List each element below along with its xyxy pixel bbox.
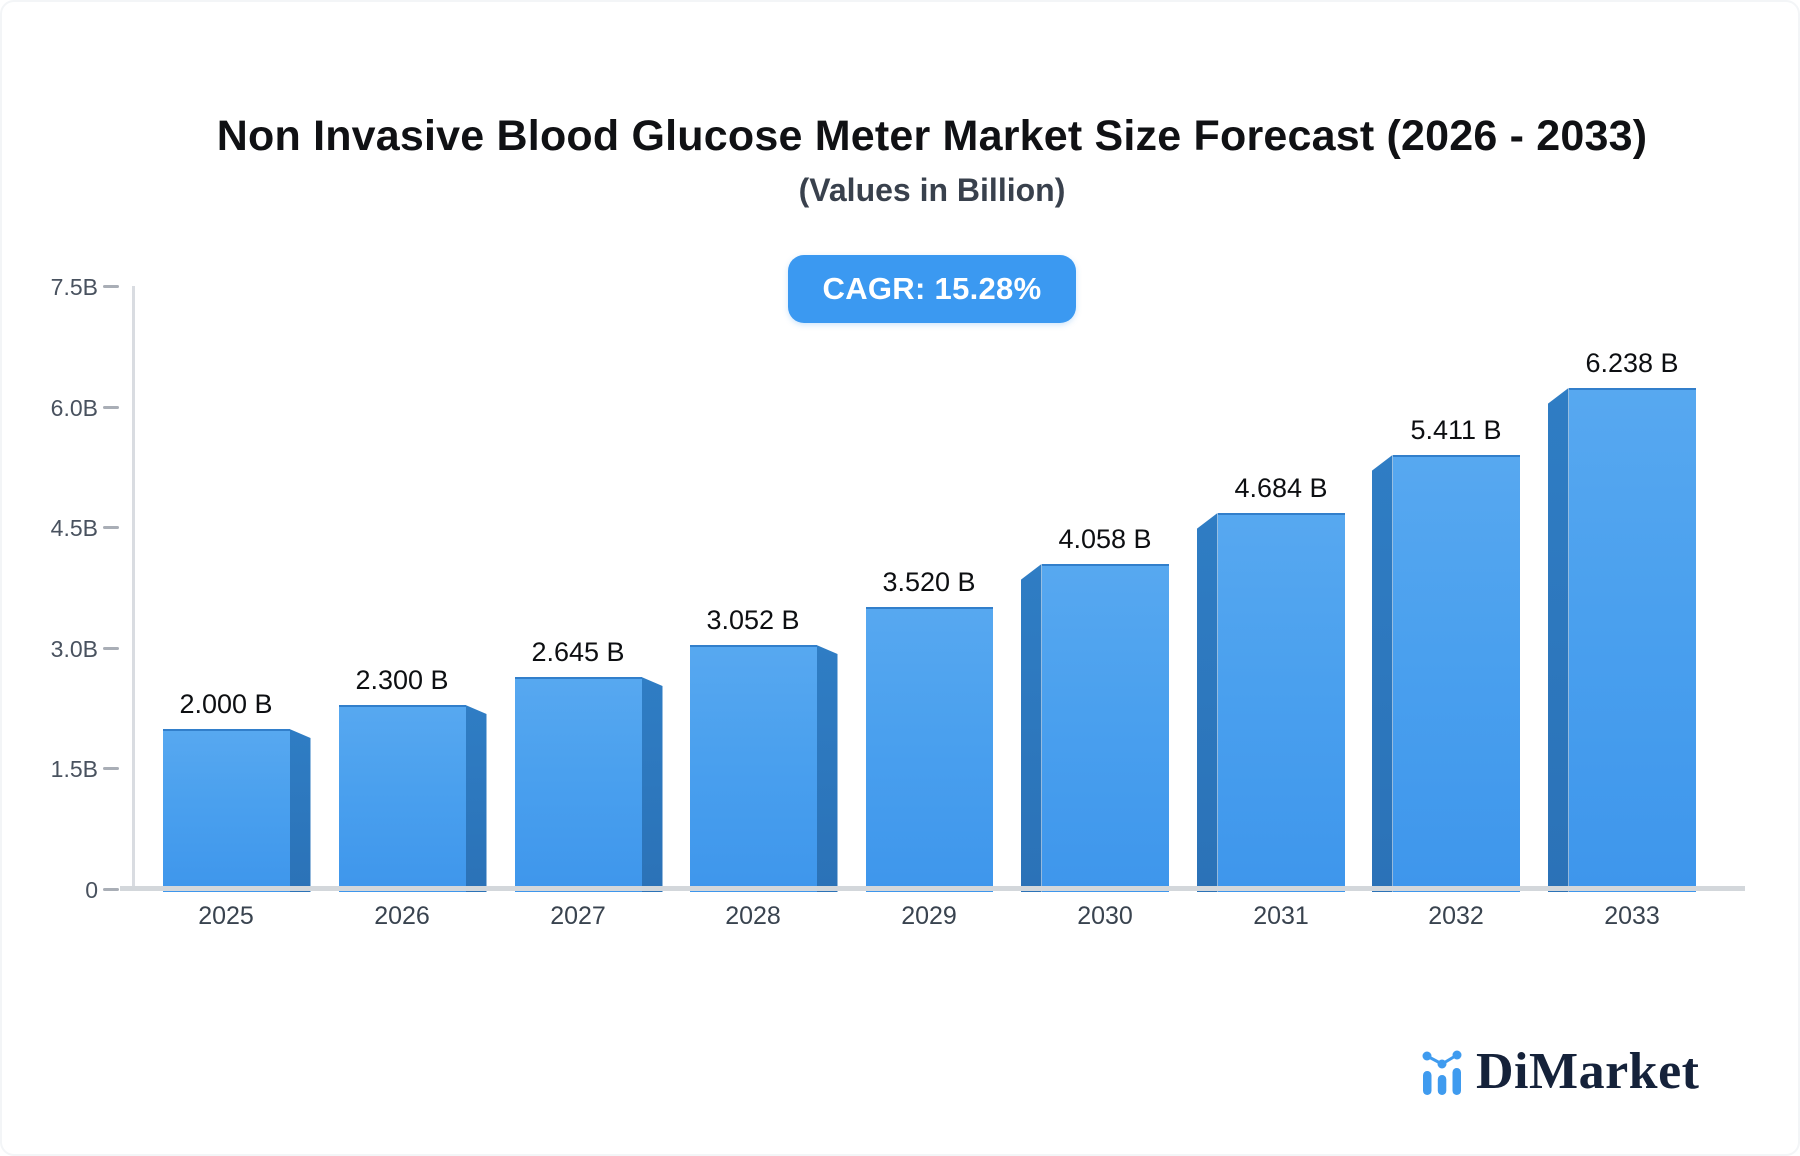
bar-3d-side [465, 705, 487, 892]
x-axis-label: 2028 [725, 902, 781, 930]
bar-value-label: 2.645 B [531, 637, 625, 667]
bar-3d-side [1196, 513, 1218, 892]
bar-3d-side [816, 645, 838, 892]
y-axis-tick-label: 4.5B [50, 515, 98, 542]
bar-3d-side [641, 677, 663, 892]
y-axis-tick-label: 1.5B [50, 756, 98, 783]
chart-title: Non Invasive Blood Glucose Meter Market … [216, 112, 1648, 160]
bar-value-label: 5.411 B [1410, 415, 1502, 445]
brand-logo[interactable]: DiMarket [1421, 1046, 1699, 1098]
y-axis-tick-label: 3.0B [50, 635, 98, 662]
bar-value-label: 2.300 B [355, 665, 449, 695]
y-axis-tick-dash [103, 526, 119, 530]
bar-2031[interactable] [1217, 513, 1345, 892]
x-axis-label: 2029 [901, 902, 957, 930]
bar-value-label: 4.058 B [1058, 524, 1152, 554]
bar-value-label: 2.000 B [179, 689, 273, 719]
x-axis-label: 2027 [550, 902, 606, 930]
x-axis-label: 2031 [1253, 902, 1309, 930]
y-axis-tick-label: 6.0B [50, 394, 98, 421]
bar-3d-side [1020, 564, 1042, 892]
bar-2030[interactable] [1041, 564, 1169, 892]
y-axis-tick-dash [103, 405, 119, 409]
x-axis-label: 2032 [1428, 902, 1484, 930]
bar-value-label: 6.238 B [1585, 348, 1679, 378]
x-axis-label: 2025 [198, 902, 254, 930]
bar-2028[interactable] [689, 645, 817, 892]
y-axis-tick-label: 7.5B [50, 274, 98, 300]
bar-2025[interactable] [162, 729, 290, 892]
bar-2032[interactable] [1392, 455, 1520, 892]
x-axis-label: 2026 [374, 902, 430, 930]
y-axis-tick-dash [103, 888, 119, 891]
brand-logo-text: DiMarket [1476, 1043, 1700, 1100]
bar-2026[interactable] [338, 705, 466, 892]
bar-3d-side [1371, 455, 1393, 892]
y-axis-line [132, 286, 135, 891]
y-axis-tick-dash [103, 646, 119, 650]
mini-bar-line-chart-icon [1422, 1050, 1462, 1095]
bar-3d-side [289, 729, 311, 892]
x-axis-line [120, 886, 1745, 891]
bar-2033[interactable] [1568, 388, 1696, 892]
y-axis-tick-dash [103, 767, 119, 771]
bar-2029[interactable] [865, 607, 993, 892]
x-axis-label: 2033 [1604, 902, 1660, 930]
bar-value-label: 3.520 B [882, 567, 976, 597]
bar-value-label: 4.684 B [1234, 473, 1328, 503]
x-axis-label: 2030 [1077, 902, 1133, 930]
cagr-badge-wrap: CAGR: 15.28% [132, 255, 1732, 323]
bar-2027[interactable] [514, 677, 642, 892]
y-axis-tick-label: 0 [85, 877, 98, 903]
bar-3d-side [1547, 388, 1569, 892]
cagr-badge: CAGR: 15.28% [787, 255, 1077, 323]
y-axis-tick-dash [103, 285, 119, 288]
chart-subtitle: (Values in Billion) [798, 172, 1066, 208]
bar-value-label: 3.052 B [706, 605, 800, 635]
